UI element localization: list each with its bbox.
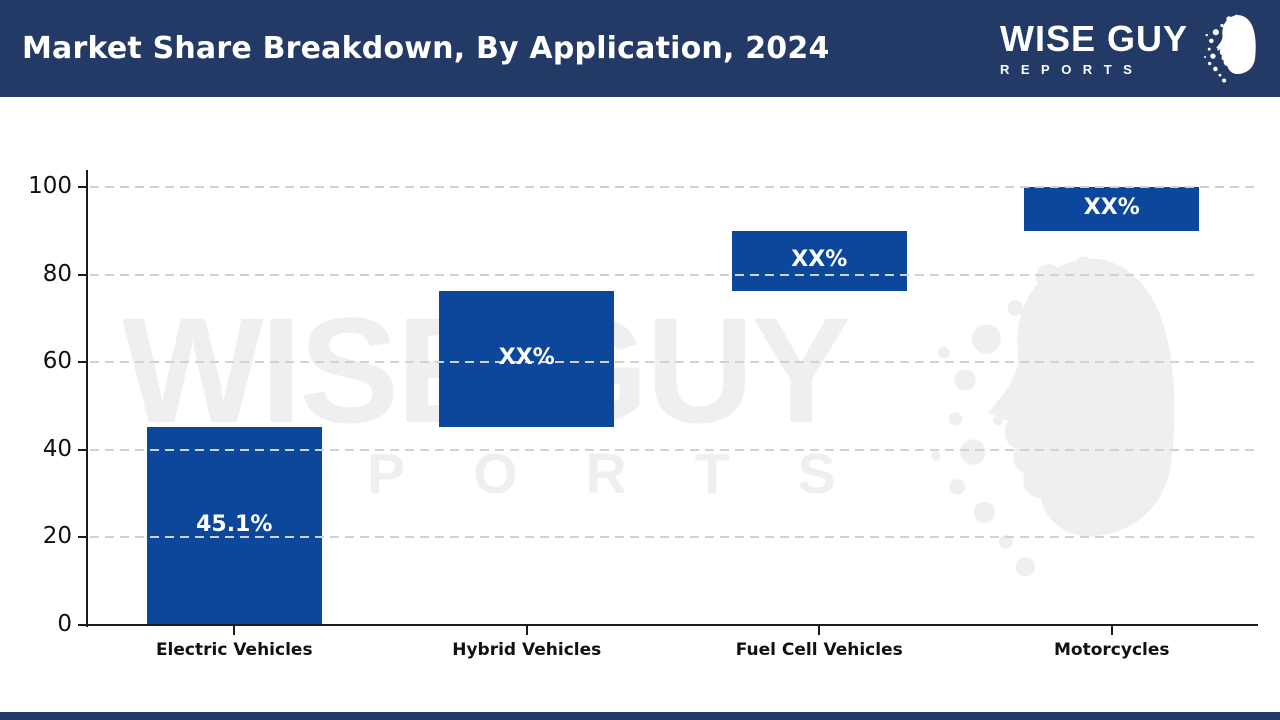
- y-tick-label: 100: [28, 173, 72, 199]
- y-tick-label: 40: [42, 435, 72, 462]
- bar-segment: [1024, 187, 1200, 231]
- watermark-face-icon: [930, 256, 1175, 577]
- y-tick-mark: [78, 536, 88, 539]
- y-grid-line: [90, 536, 1258, 539]
- x-tick-mark: [233, 626, 236, 635]
- y-grid-line: [90, 448, 1258, 451]
- y-tick-mark: [78, 186, 88, 188]
- head-profile-dots-icon: [1204, 14, 1256, 83]
- y-grid-line: [90, 273, 1258, 276]
- bar-value-label: XX%: [1083, 194, 1140, 220]
- y-tick-mark: [78, 624, 88, 626]
- y-tick-label: 60: [42, 348, 72, 375]
- bar-value-label: XX%: [498, 345, 555, 371]
- x-category-label: Fuel Cell Vehicles: [735, 640, 903, 660]
- x-tick-mark: [1110, 626, 1113, 635]
- y-axis-spine: [86, 170, 88, 627]
- header-bar: Market Share Breakdown, By Application, …: [0, 0, 1280, 97]
- y-grid-line: [90, 186, 1258, 188]
- bar-segment: [731, 230, 907, 291]
- page-title: Market Share Breakdown, By Application, …: [22, 31, 830, 66]
- x-tick-mark: [818, 626, 821, 635]
- x-category-label: Motorcycles: [1054, 640, 1170, 660]
- x-category-label: Hybrid Vehicles: [452, 640, 602, 660]
- footer-bar: [0, 712, 1280, 720]
- y-grid-line: [90, 361, 1258, 364]
- bar-value-label: 45.1%: [196, 512, 273, 538]
- x-tick-mark: [525, 626, 528, 635]
- y-tick-mark: [78, 361, 88, 364]
- bar-segment: [146, 427, 322, 625]
- brand-name: WISE GUY: [999, 18, 1188, 59]
- x-axis-spine: [86, 624, 1258, 626]
- brand-logo: WISE GUY REPORTS: [1000, 8, 1258, 89]
- y-tick-label: 20: [42, 523, 72, 550]
- brand-tagline: REPORTS: [999, 62, 1144, 77]
- bar-value-label: XX%: [791, 246, 848, 272]
- bar-segment: [439, 290, 615, 428]
- x-category-label: Electric Vehicles: [155, 640, 313, 660]
- y-tick-label: 80: [42, 260, 72, 287]
- y-tick-mark: [78, 448, 88, 451]
- y-tick-mark: [78, 273, 88, 276]
- y-tick-label: 0: [57, 611, 72, 637]
